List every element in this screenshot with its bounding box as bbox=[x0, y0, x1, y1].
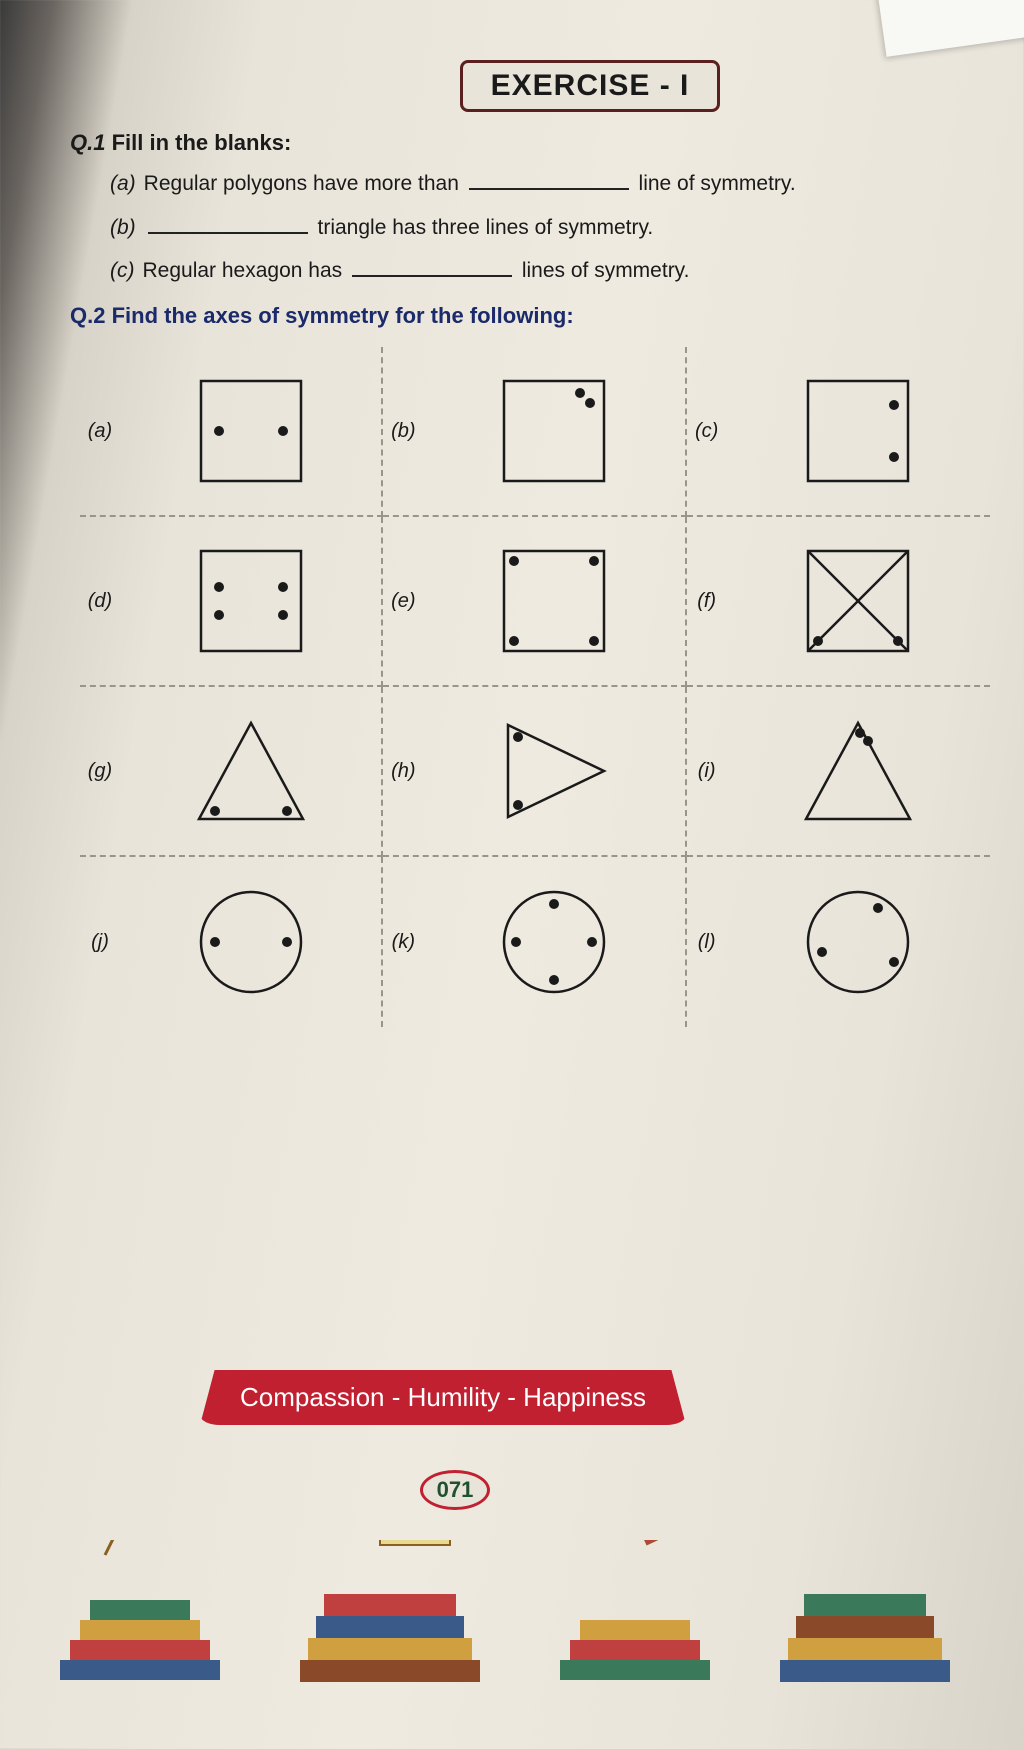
q2-shape bbox=[120, 872, 381, 1012]
q2-cell: (h) bbox=[383, 687, 686, 857]
fill-blank[interactable] bbox=[352, 256, 512, 277]
q2-shape bbox=[423, 361, 684, 501]
q1-text: Fill in the blanks: bbox=[112, 130, 292, 155]
q2-cell-label: (b) bbox=[383, 420, 423, 443]
q1-text-after: triangle has three lines of symmetry. bbox=[312, 216, 654, 239]
q2-cell: (a) bbox=[80, 347, 383, 517]
q1-text-before: Regular hexagon has bbox=[143, 259, 348, 282]
footer-banner: Compassion - Humility - Happiness bbox=[200, 1370, 686, 1425]
q1-item-label: (b) bbox=[110, 216, 136, 239]
q2-cell-label: (k) bbox=[383, 931, 423, 954]
q1-text-after: lines of symmetry. bbox=[516, 259, 689, 282]
q2-heading: Q.2 Find the axes of symmetry for the fo… bbox=[70, 303, 990, 329]
q2-cell-label: (e) bbox=[383, 590, 423, 613]
q2-shape bbox=[120, 361, 381, 501]
page-number: 071 bbox=[420, 1470, 490, 1510]
fill-blank[interactable] bbox=[469, 169, 629, 190]
q1-item: (c) Regular hexagon has lines of symmetry… bbox=[110, 253, 990, 289]
q2-cell-label: (g) bbox=[80, 760, 120, 783]
q1-item-label: (c) bbox=[110, 259, 135, 282]
q2-cell: (c) bbox=[687, 347, 990, 517]
q2-cell: (k) bbox=[383, 857, 686, 1027]
q1-item: (b) triangle has three lines of symmetry… bbox=[110, 210, 990, 246]
q1-number: Q.1 bbox=[70, 130, 105, 155]
q2-cell: (j) bbox=[80, 857, 383, 1027]
q2-number: Q.2 bbox=[70, 303, 105, 328]
q1-item: (a) Regular polygons have more than line … bbox=[110, 166, 990, 202]
q2-cell-label: (f) bbox=[687, 590, 727, 613]
q2-shape bbox=[727, 361, 990, 501]
q2-cell: (l) bbox=[687, 857, 990, 1027]
q2-cell-label: (d) bbox=[80, 590, 120, 613]
q1-items: (a) Regular polygons have more than line … bbox=[70, 166, 990, 289]
footer-decoration bbox=[0, 1540, 1024, 1749]
q2-shape bbox=[120, 531, 381, 671]
q2-shape bbox=[120, 701, 381, 841]
q2-shape bbox=[727, 701, 990, 841]
q2-text: Find the axes of symmetry for the follow… bbox=[112, 303, 574, 328]
q2-shape bbox=[423, 701, 684, 841]
exercise-title: EXERCISE - I bbox=[460, 60, 721, 112]
q2-cell-label: (a) bbox=[80, 420, 120, 443]
fill-blank[interactable] bbox=[148, 213, 308, 234]
q2-cell: (i) bbox=[687, 687, 990, 857]
q2-grid: (a) (b) (c) (d) (e) (f) (g) (h) (i) (j) (k) (l) bbox=[80, 347, 990, 1027]
q2-shape bbox=[423, 872, 684, 1012]
q1-text-after: line of symmetry. bbox=[633, 172, 796, 195]
q2-cell-label: (c) bbox=[687, 420, 727, 443]
page-content: EXERCISE - I Q.1 Fill in the blanks: (a)… bbox=[70, 60, 990, 1027]
q1-item-label: (a) bbox=[110, 172, 136, 195]
q2-cell-label: (i) bbox=[687, 760, 727, 783]
q2-shape bbox=[727, 531, 990, 671]
q2-cell: (g) bbox=[80, 687, 383, 857]
corner-paper bbox=[877, 0, 1024, 57]
q1-text-before: Regular polygons have more than bbox=[144, 172, 465, 195]
q2-cell: (f) bbox=[687, 517, 990, 687]
q2-cell-label: (j) bbox=[80, 931, 120, 954]
exercise-title-wrap: EXERCISE - I bbox=[190, 60, 990, 112]
q2-cell: (b) bbox=[383, 347, 686, 517]
q2-cell: (e) bbox=[383, 517, 686, 687]
q2-cell-label: (h) bbox=[383, 760, 423, 783]
q2-shape bbox=[423, 531, 684, 671]
q2-shape bbox=[727, 872, 990, 1012]
q2-cell-label: (l) bbox=[687, 931, 727, 954]
q2-cell: (d) bbox=[80, 517, 383, 687]
q1-heading: Q.1 Fill in the blanks: bbox=[70, 130, 990, 156]
